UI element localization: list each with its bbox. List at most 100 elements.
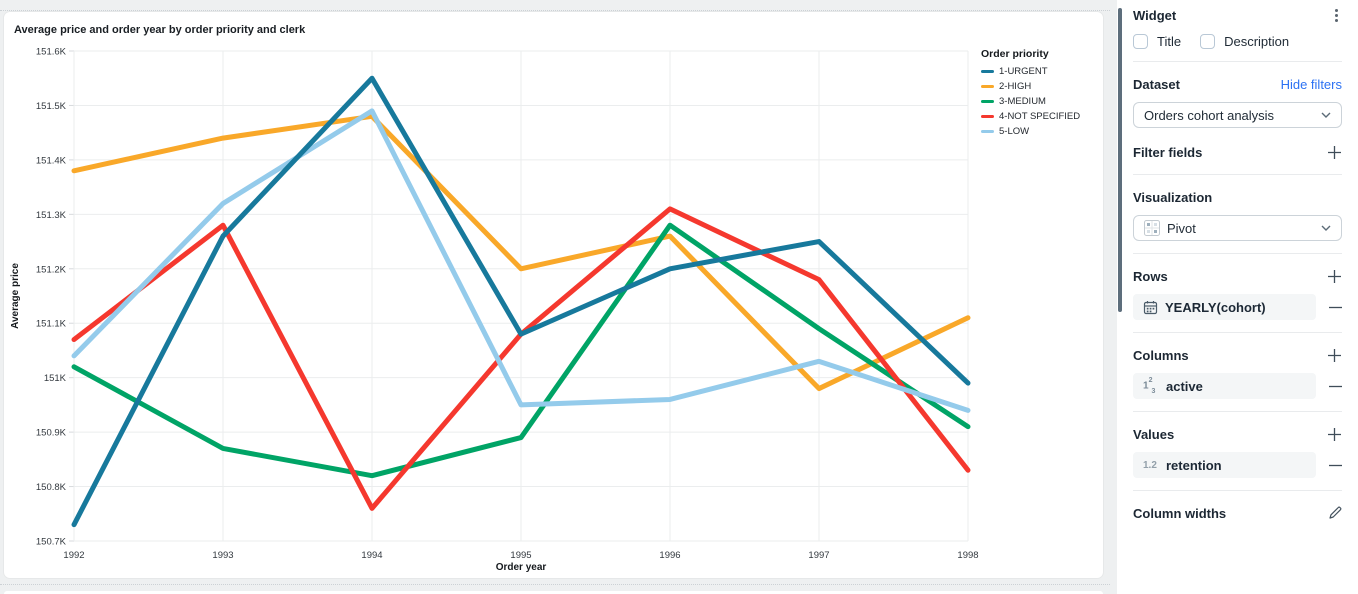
kebab-menu-icon[interactable]: [1331, 7, 1342, 24]
edit-column-widths-button[interactable]: [1328, 506, 1342, 520]
x-tick-label: 1998: [957, 550, 978, 561]
y-axis-label: Average price: [10, 263, 21, 329]
columns-field-chip[interactable]: 123 active: [1133, 373, 1316, 399]
decimal-12-icon: 1.2: [1143, 459, 1157, 471]
filter-fields-section-label: Filter fields: [1133, 144, 1203, 160]
divider: [1133, 411, 1342, 412]
values-section-label: Values: [1133, 426, 1175, 442]
remove-row-button[interactable]: [1328, 300, 1342, 315]
grid-guide-bottom: [0, 584, 1110, 585]
divider: [1133, 490, 1342, 491]
legend-swatch-icon: [981, 130, 994, 133]
sidebar-title: Widget: [1133, 7, 1177, 23]
visualization-selected-value: Pivot: [1167, 220, 1196, 236]
visualization-section-label: Visualization: [1133, 189, 1213, 205]
minus-icon: [1329, 385, 1342, 387]
pencil-icon: [1329, 506, 1342, 519]
legend-item[interactable]: 3-MEDIUM: [981, 96, 1099, 107]
dataset-selected-value: Orders cohort analysis: [1144, 107, 1275, 123]
title-checkbox-label: Title: [1157, 33, 1182, 49]
dashboard-canvas: Average price and order year by order pr…: [0, 10, 1110, 594]
legend-label: 1-URGENT: [999, 66, 1048, 77]
legend-item[interactable]: 4-NOT SPECIFIED: [981, 111, 1099, 122]
values-field-chip[interactable]: 1.2 retention: [1133, 452, 1316, 478]
legend-label: 2-HIGH: [999, 81, 1032, 92]
series-line-2-HIGH[interactable]: [71, 113, 971, 392]
series-line-1-URGENT[interactable]: [71, 75, 971, 528]
rows-section-label: Rows: [1133, 268, 1168, 284]
calendar-icon: [1143, 300, 1158, 315]
chevron-down-icon: [1321, 225, 1331, 231]
legend-swatch-icon: [981, 85, 994, 88]
y-tick-label: 151.4K: [36, 155, 67, 166]
x-tick-label: 1992: [63, 550, 84, 561]
chart-legend: Order priority 1-URGENT 2-HIGH 3-MEDIUM 4-N…: [981, 48, 1099, 141]
dataset-select[interactable]: Orders cohort analysis: [1133, 102, 1342, 128]
legend-label: 3-MEDIUM: [999, 96, 1046, 107]
divider: [1133, 332, 1342, 333]
line-chart[interactable]: 151.6K 151.5K 151.4K 151.3K 151.2K 151.1K 151K…: [4, 12, 1103, 578]
numeric-123-icon: 123: [1143, 376, 1156, 396]
divider: [1133, 174, 1342, 175]
legend-item[interactable]: 5-LOW: [981, 126, 1099, 137]
y-tick-label: 150.9K: [36, 428, 67, 439]
add-row-button[interactable]: [1327, 269, 1342, 284]
y-tick-label: 151.5K: [36, 101, 67, 112]
legend-swatch-icon: [981, 115, 994, 118]
legend-item[interactable]: 2-HIGH: [981, 81, 1099, 92]
y-tick-label: 151.3K: [36, 210, 67, 221]
y-tick-label: 151.6K: [36, 47, 67, 58]
columns-item-row: 123 active: [1133, 373, 1342, 399]
add-filter-field-button[interactable]: [1327, 145, 1342, 160]
divider: [1133, 253, 1342, 254]
visualization-select[interactable]: Pivot: [1133, 215, 1342, 241]
x-axis-label: Order year: [496, 562, 547, 573]
series-line-3-MEDIUM[interactable]: [71, 222, 971, 479]
y-tick-label: 151.2K: [36, 264, 67, 275]
legend-label: 4-NOT SPECIFIED: [999, 111, 1081, 122]
title-checkbox[interactable]: [1133, 33, 1148, 49]
columns-section-label: Columns: [1133, 347, 1189, 363]
pivot-icon: [1144, 220, 1160, 236]
sidebar-scrollbar[interactable]: [1118, 8, 1122, 312]
description-checkbox-label: Description: [1224, 33, 1290, 49]
rows-field-chip[interactable]: YEARLY(cohort): [1133, 294, 1316, 320]
chart-title: Average price and order year by order pr…: [14, 24, 306, 36]
x-tick-label: 1994: [361, 550, 382, 561]
legend-swatch-icon: [981, 70, 994, 73]
chevron-down-icon: [1321, 112, 1331, 118]
values-item-row: 1.2 retention: [1133, 452, 1342, 478]
grid-guide-top: [0, 10, 1110, 11]
values-field-label: retention: [1166, 457, 1222, 473]
legend-item[interactable]: 1-URGENT: [981, 66, 1099, 77]
remove-value-button[interactable]: [1328, 458, 1342, 473]
chart-widget-card[interactable]: Average price and order year by order pr…: [4, 12, 1103, 578]
add-value-button[interactable]: [1327, 427, 1342, 442]
y-tick-label: 150.7K: [36, 537, 67, 548]
series-line-5-LOW[interactable]: [71, 108, 971, 413]
add-column-button[interactable]: [1327, 348, 1342, 363]
minus-icon: [1329, 464, 1342, 466]
description-checkbox[interactable]: [1200, 33, 1216, 49]
plus-icon: [1328, 348, 1341, 362]
x-tick-label: 1997: [808, 550, 829, 561]
y-tick-label: 151K: [44, 373, 67, 384]
plus-icon: [1328, 145, 1341, 159]
remove-column-button[interactable]: [1328, 379, 1342, 394]
rows-field-label: YEARLY(cohort): [1165, 299, 1266, 315]
legend-items: 1-URGENT 2-HIGH 3-MEDIUM 4-NOT SPECIFIED 5-L…: [981, 66, 1099, 137]
divider: [1133, 61, 1342, 62]
legend-swatch-icon: [981, 100, 994, 103]
x-tick-label: 1996: [659, 550, 680, 561]
plus-icon: [1328, 269, 1341, 283]
hide-filters-link[interactable]: Hide filters: [1280, 76, 1342, 92]
minus-icon: [1329, 306, 1342, 308]
column-widths-section-label: Column widths: [1133, 505, 1227, 521]
widget-settings-sidebar: Widget Title Description Dataset Hide fi…: [1117, 0, 1358, 594]
next-widget-card-edge: [4, 591, 1103, 594]
legend-title: Order priority: [981, 48, 1049, 60]
columns-field-label: active: [1166, 378, 1203, 394]
legend-label: 5-LOW: [999, 126, 1030, 137]
y-tick-label: 151.1K: [36, 319, 67, 330]
